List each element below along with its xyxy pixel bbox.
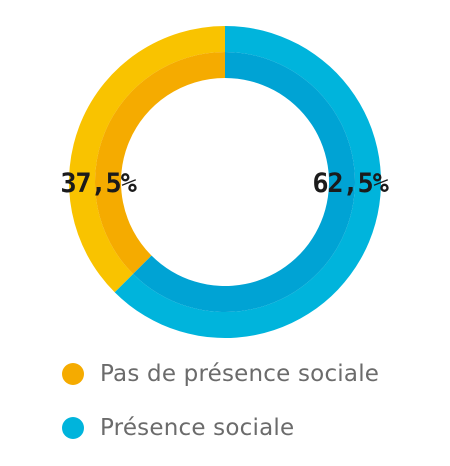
donut-chart: 37,5% 62,5% (60, 26, 391, 338)
slice-inner-presence (133, 52, 355, 312)
data-label-presence: 62,5% (312, 168, 389, 199)
legend: Pas de présence sociale Présence sociale (62, 358, 379, 466)
slice-outer-no-presence (68, 26, 225, 293)
data-label-no-presence: 37,5% (60, 168, 137, 199)
chart-stage: 37,5% 62,5% Pas de présence sociale Prése… (60, 26, 391, 441)
slice-outer-presence (114, 26, 381, 338)
legend-item-no-presence: Pas de présence sociale (62, 358, 379, 390)
legend-label-presence: Présence sociale (100, 415, 295, 441)
legend-label-no-presence: Pas de présence sociale (100, 361, 380, 387)
slice-inner-no-presence (95, 52, 225, 274)
legend-swatch-no-presence (62, 363, 84, 385)
legend-item-presence: Présence sociale (62, 412, 379, 444)
legend-swatch-presence (62, 417, 84, 439)
